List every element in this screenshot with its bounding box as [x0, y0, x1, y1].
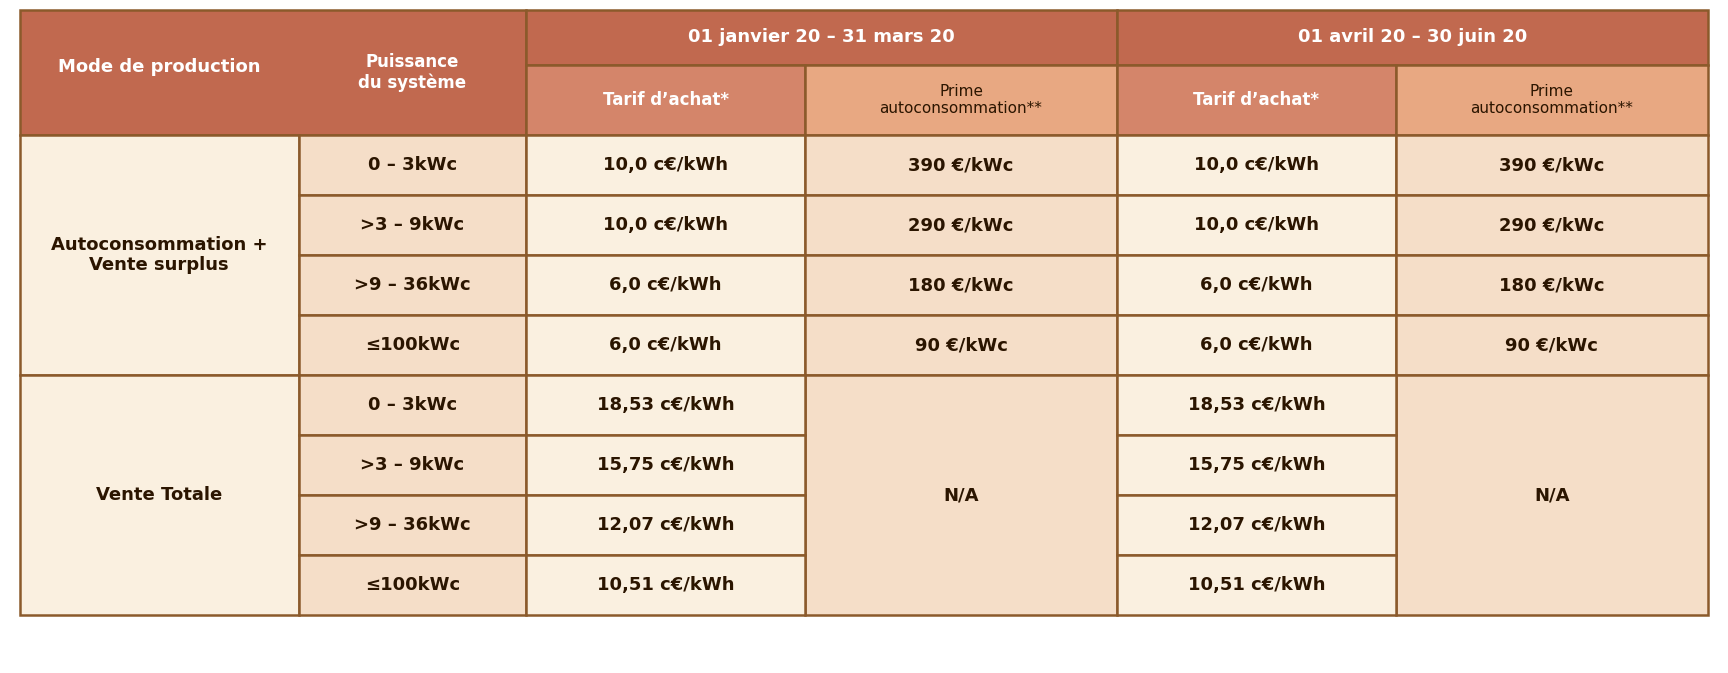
Text: 18,53 c€/kWh: 18,53 c€/kWh: [596, 396, 734, 414]
Text: >9 – 36kWc: >9 – 36kWc: [354, 276, 470, 294]
Text: >9 – 36kWc: >9 – 36kWc: [354, 516, 470, 534]
Text: 10,0 c€/kWh: 10,0 c€/kWh: [603, 216, 727, 234]
Text: ≤100kWc: ≤100kWc: [365, 336, 460, 354]
Bar: [805, 135, 1118, 195]
Text: 18,53 c€/kWh: 18,53 c€/kWh: [1187, 396, 1325, 414]
Bar: [1396, 135, 1707, 195]
Text: 390 €/kWc: 390 €/kWc: [909, 156, 1014, 174]
Bar: [299, 495, 527, 555]
Bar: [1118, 255, 1396, 315]
Text: 180 €/kWc: 180 €/kWc: [909, 276, 1014, 294]
Text: Puissance
du système: Puissance du système: [358, 52, 467, 92]
Text: 180 €/kWc: 180 €/kWc: [1500, 276, 1605, 294]
Text: Mode de production: Mode de production: [59, 59, 261, 77]
Text: 0 – 3kWc: 0 – 3kWc: [368, 396, 456, 414]
Bar: [527, 10, 1118, 65]
Text: Prime
autoconsommation**: Prime autoconsommation**: [1471, 84, 1633, 116]
Text: 6,0 c€/kWh: 6,0 c€/kWh: [1201, 276, 1313, 294]
Text: 15,75 c€/kWh: 15,75 c€/kWh: [1187, 456, 1325, 474]
Bar: [527, 495, 805, 555]
Text: 01 janvier 20 – 31 mars 20: 01 janvier 20 – 31 mars 20: [688, 28, 956, 46]
Bar: [1118, 10, 1707, 65]
Text: 290 €/kWc: 290 €/kWc: [1500, 216, 1605, 234]
Bar: [1396, 195, 1707, 255]
Bar: [1118, 555, 1396, 615]
Text: 12,07 c€/kWh: 12,07 c€/kWh: [1187, 516, 1325, 534]
Bar: [527, 255, 805, 315]
Bar: [1118, 495, 1396, 555]
Text: 10,0 c€/kWh: 10,0 c€/kWh: [1194, 216, 1318, 234]
Bar: [299, 255, 527, 315]
Text: 6,0 c€/kWh: 6,0 c€/kWh: [610, 336, 722, 354]
Bar: [299, 195, 527, 255]
Text: N/A: N/A: [1534, 486, 1569, 504]
Bar: [1396, 315, 1707, 375]
Text: 290 €/kWc: 290 €/kWc: [909, 216, 1014, 234]
Bar: [527, 195, 805, 255]
Bar: [1118, 315, 1396, 375]
Bar: [21, 10, 527, 135]
Text: Vente Totale: Vente Totale: [97, 486, 223, 504]
Bar: [1118, 375, 1396, 435]
Bar: [1118, 65, 1396, 135]
Bar: [1118, 135, 1396, 195]
Bar: [527, 435, 805, 495]
Bar: [1118, 195, 1396, 255]
Bar: [21, 135, 299, 375]
Text: ≤100kWc: ≤100kWc: [365, 576, 460, 594]
Text: 6,0 c€/kWh: 6,0 c€/kWh: [610, 276, 722, 294]
Text: 01 avril 20 – 30 juin 20: 01 avril 20 – 30 juin 20: [1298, 28, 1528, 46]
Bar: [299, 435, 527, 495]
Text: >3 – 9kWc: >3 – 9kWc: [361, 456, 465, 474]
Bar: [527, 555, 805, 615]
Bar: [805, 375, 1118, 615]
Text: Tarif d’achat*: Tarif d’achat*: [603, 91, 729, 109]
Bar: [299, 135, 527, 195]
Bar: [1396, 375, 1707, 615]
Bar: [527, 315, 805, 375]
Text: 12,07 c€/kWh: 12,07 c€/kWh: [596, 516, 734, 534]
Bar: [805, 195, 1118, 255]
Text: N/A: N/A: [943, 486, 978, 504]
Bar: [805, 315, 1118, 375]
Bar: [299, 375, 527, 435]
Bar: [805, 255, 1118, 315]
Text: 10,0 c€/kWh: 10,0 c€/kWh: [603, 156, 727, 174]
Bar: [21, 375, 299, 615]
Bar: [527, 135, 805, 195]
Bar: [299, 315, 527, 375]
Bar: [527, 65, 805, 135]
Bar: [1118, 435, 1396, 495]
Text: Tarif d’achat*: Tarif d’achat*: [1194, 91, 1320, 109]
Bar: [1396, 255, 1707, 315]
Text: 10,51 c€/kWh: 10,51 c€/kWh: [596, 576, 734, 594]
Text: 6,0 c€/kWh: 6,0 c€/kWh: [1201, 336, 1313, 354]
Text: 10,51 c€/kWh: 10,51 c€/kWh: [1187, 576, 1325, 594]
Bar: [1396, 65, 1707, 135]
Text: 90 €/kWc: 90 €/kWc: [1505, 336, 1598, 354]
Bar: [299, 555, 527, 615]
Text: 10,0 c€/kWh: 10,0 c€/kWh: [1194, 156, 1318, 174]
Bar: [527, 375, 805, 435]
Text: >3 – 9kWc: >3 – 9kWc: [361, 216, 465, 234]
Text: 90 €/kWc: 90 €/kWc: [914, 336, 1007, 354]
Bar: [805, 65, 1118, 135]
Text: 0 – 3kWc: 0 – 3kWc: [368, 156, 456, 174]
Text: 15,75 c€/kWh: 15,75 c€/kWh: [596, 456, 734, 474]
Text: Autoconsommation +
Vente surplus: Autoconsommation + Vente surplus: [52, 236, 268, 275]
Text: Prime
autoconsommation**: Prime autoconsommation**: [880, 84, 1042, 116]
Text: 390 €/kWc: 390 €/kWc: [1500, 156, 1605, 174]
